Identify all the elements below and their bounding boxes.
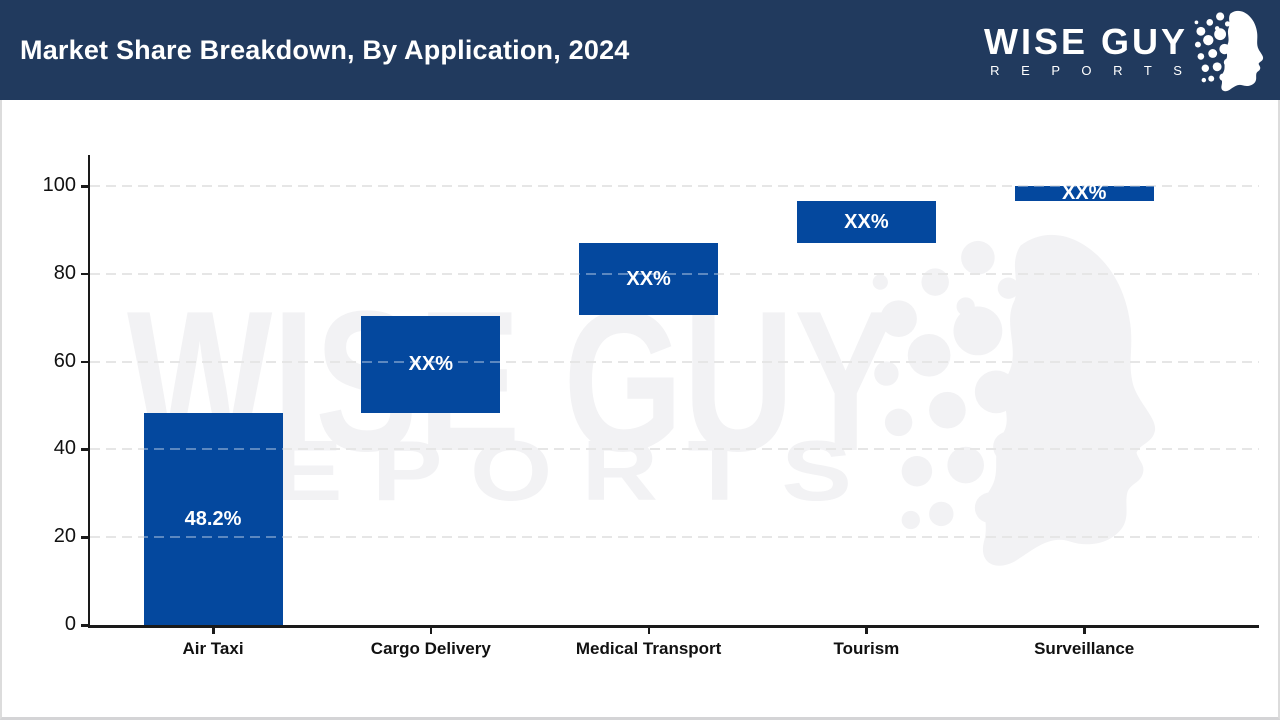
- bar-value-label-surveillance: XX%: [1061, 182, 1107, 205]
- y-tick-20: [81, 536, 90, 539]
- y-tick-label-60: 60: [53, 349, 76, 372]
- bar-cargo-delivery: XX%: [361, 315, 501, 414]
- watermark-face-icon: [872, 234, 1156, 566]
- y-tick-label-20: 20: [53, 525, 76, 548]
- x-tick-medical-transport: [647, 625, 651, 634]
- y-tick-label-100: 100: [42, 174, 76, 196]
- x-tick-tourism: [865, 625, 868, 634]
- y-tick-40: [81, 448, 90, 451]
- x-axis: [87, 625, 1259, 628]
- brand-name: WISE GUY: [983, 20, 1188, 62]
- gridline-over-80: [90, 272, 1259, 275]
- face-profile-icon: [1194, 10, 1264, 91]
- gridline-over-20: [90, 536, 1259, 539]
- gridline-under-60: [90, 360, 1259, 363]
- app-header: Market Share Breakdown, By Application, …: [0, 0, 1280, 100]
- bar-surveillance: XX%: [1014, 182, 1154, 204]
- y-tick-60: [81, 360, 90, 364]
- y-tick-0: [81, 624, 90, 627]
- bar-value-label-cargo-delivery: XX%: [408, 352, 454, 375]
- y-tick-100: [81, 185, 90, 188]
- x-tick-cargo-delivery: [429, 625, 433, 634]
- y-tick-80: [81, 272, 90, 276]
- bar-value-label-medical-transport: XX%: [626, 267, 671, 290]
- brand-logo-text: WISE GUY R E P O R T S: [983, 20, 1191, 78]
- category-label-medical-transport: Medical Transport: [575, 639, 722, 658]
- bar-value-label-tourism: XX%: [844, 210, 889, 233]
- bar-air-taxi: 48.2%: [143, 413, 283, 625]
- x-tick-surveillance: [1083, 625, 1086, 634]
- brand-subname: R E P O R T S: [990, 62, 1191, 78]
- y-tick-label-0: 0: [64, 613, 76, 635]
- category-label-air-taxi: Air Taxi: [182, 639, 244, 658]
- gridline-under-20: [90, 536, 1259, 539]
- y-tick-label-40: 40: [53, 437, 76, 460]
- y-tick-label-80: 80: [53, 261, 76, 284]
- y-axis: [87, 155, 90, 628]
- gridline-under-100: [90, 185, 1259, 187]
- gridline-over-100: [90, 185, 1259, 187]
- chart-canvas: WISE GUY E P O R T S 0 20 40 60 80 100 48.2% Ai…: [0, 100, 1280, 720]
- category-label-cargo-delivery: Cargo Delivery: [370, 639, 491, 658]
- gridline-over-40: [90, 448, 1259, 451]
- bar-value-label-air-taxi: 48.2%: [184, 507, 242, 530]
- bar-tourism: XX%: [796, 201, 936, 244]
- gridline-under-40: [90, 448, 1259, 451]
- gridline-over-60: [90, 360, 1259, 363]
- page-title: Market Share Breakdown, By Application, …: [20, 34, 630, 65]
- category-label-tourism: Tourism: [833, 639, 900, 658]
- x-tick-air-taxi: [212, 625, 215, 634]
- category-label-surveillance: Surveillance: [1034, 639, 1135, 658]
- bar-medical-transport: XX%: [579, 243, 719, 316]
- brand-logo: WISE GUY R E P O R T S: [984, 6, 1266, 95]
- watermark-text-line2: E P O R T S: [272, 424, 852, 519]
